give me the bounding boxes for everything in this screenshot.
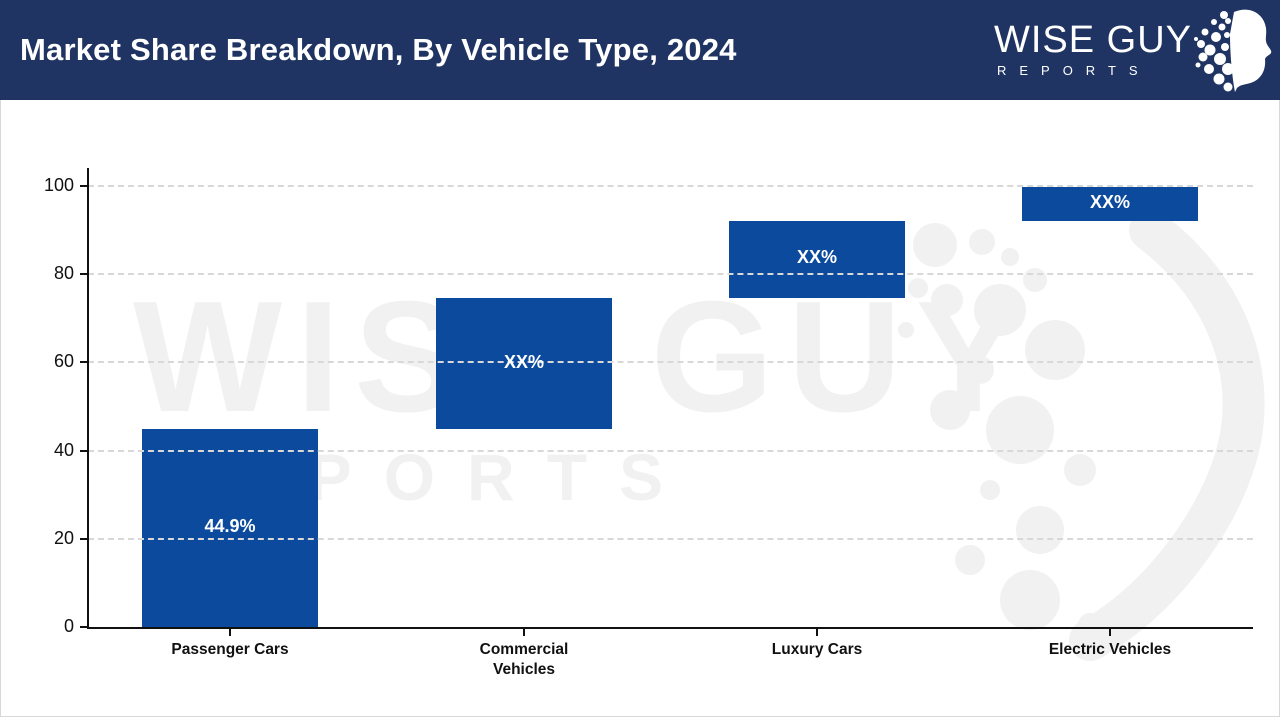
y-axis-line xyxy=(87,168,89,629)
y-tick-mark xyxy=(80,185,88,187)
bar xyxy=(436,298,612,429)
y-tick-label: 20 xyxy=(53,527,74,548)
y-tick-mark xyxy=(80,273,88,276)
chart-area: WISE GUY REPORTS 44.9% XX% XX% XX% 0 20 40 60 80… xyxy=(0,100,1280,720)
y-tick-mark xyxy=(80,626,88,628)
x-tick-mark xyxy=(523,629,525,636)
gridline xyxy=(88,537,1253,540)
brand-name: WISE GUY xyxy=(993,19,1192,62)
bar xyxy=(1022,186,1198,221)
bar-label: XX% xyxy=(1089,191,1131,212)
brand-reports-label: REPORTS xyxy=(996,62,1151,78)
y-tick-label: 40 xyxy=(53,439,74,460)
y-tick-mark xyxy=(80,537,88,540)
bar-label: 44.9% xyxy=(204,515,256,536)
category-label: Electric Vehicles xyxy=(1048,641,1172,658)
y-tick-label: 60 xyxy=(53,351,74,372)
page-title: Market Share Breakdown, By Vehicle Type,… xyxy=(20,32,737,67)
y-tick-label: 0 xyxy=(63,616,74,636)
category-label: Passenger Cars xyxy=(171,641,289,658)
bar-label: XX% xyxy=(796,247,838,268)
gridline xyxy=(88,361,1253,364)
header: Market Share Breakdown, By Vehicle Type,… xyxy=(0,0,1280,100)
bar xyxy=(142,428,318,627)
watermark-head-dots xyxy=(898,209,1265,661)
gridline xyxy=(88,449,1253,452)
x-tick-mark xyxy=(229,629,231,636)
y-tick-mark xyxy=(80,449,88,452)
gridline xyxy=(88,185,1253,187)
x-axis-line xyxy=(87,627,1253,629)
x-tick-mark xyxy=(1109,629,1111,636)
category-label: Luxury Cars xyxy=(771,641,863,658)
brand-logo-text: WISE GUY REPORTS xyxy=(993,19,1192,78)
category-label: Commercial Vehicles xyxy=(479,641,569,678)
bar-label: XX% xyxy=(503,351,545,372)
x-tick-mark xyxy=(816,629,818,636)
bar xyxy=(729,220,905,298)
y-tick-mark xyxy=(80,361,88,364)
dotted-head-icon xyxy=(1194,9,1272,92)
y-tick-label: 80 xyxy=(53,263,74,284)
gridline xyxy=(88,273,1253,276)
y-tick-label: 100 xyxy=(43,175,74,195)
brand-logo: WISE GUY REPORTS xyxy=(994,6,1272,92)
